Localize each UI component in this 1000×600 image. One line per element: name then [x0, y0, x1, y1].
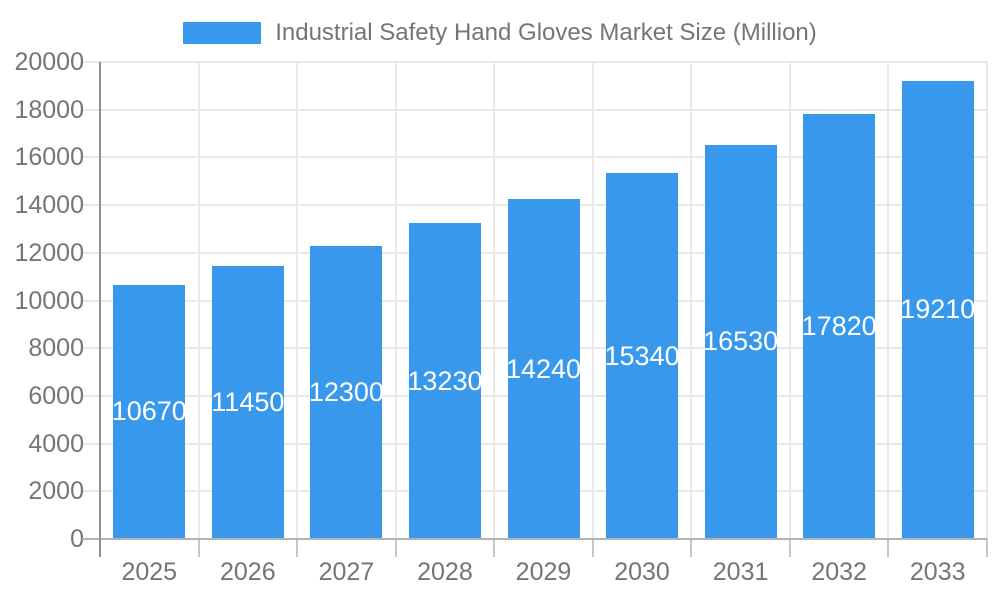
bar-2031: 16530 [703, 144, 779, 539]
plot-area: 10670 11450 12300 13230 14240 15340 16530 17820… [82, 61, 988, 557]
bar-2025: 10670 [111, 284, 187, 539]
x-tick [887, 539, 890, 557]
v-gridline [591, 62, 594, 539]
bar-2028: 13230 [407, 223, 483, 539]
legend[interactable]: Industrial Safety Hand Gloves Market Siz… [0, 19, 1000, 47]
y-tick-label: 14000 [14, 191, 84, 220]
bar-data-label: 12300 [308, 376, 384, 407]
bar-2027: 12300 [308, 245, 384, 539]
x-tick-label: 2026 [220, 558, 276, 586]
x-tick-label: 2025 [121, 558, 178, 586]
x-tick [296, 539, 299, 557]
h-gridline [82, 61, 987, 63]
h-gridline [82, 108, 987, 111]
y-tick-label: 6000 [28, 381, 84, 410]
bar-data-label: 16530 [703, 326, 779, 357]
v-gridline [887, 62, 890, 539]
bar-data-label: 19210 [900, 294, 976, 325]
bar-data-label: 13230 [407, 365, 483, 396]
legend-swatch-icon [183, 22, 262, 44]
x-tick-label: 2030 [614, 558, 670, 586]
v-gridline [197, 62, 200, 539]
bar-2030: 15340 [604, 173, 680, 539]
h-gridline [82, 156, 987, 159]
bar-data-label: 10670 [111, 396, 187, 427]
x-tick [493, 539, 496, 557]
x-tick [788, 539, 791, 557]
x-tick [197, 539, 200, 557]
y-tick-label: 10000 [14, 286, 84, 315]
bar-2033: 19210 [900, 80, 976, 539]
bar-2026: 11450 [211, 265, 285, 539]
y-tick-label: 2000 [28, 477, 84, 506]
x-tick-label: 2032 [811, 558, 867, 586]
v-gridline [493, 62, 496, 539]
y-tick-label: 12000 [14, 238, 84, 267]
y-tick-label: 8000 [28, 334, 84, 363]
v-gridline [296, 62, 299, 539]
x-tick [986, 539, 988, 557]
v-gridline [690, 62, 693, 539]
y-tick-label: 4000 [28, 429, 84, 458]
y-tick-label: 16000 [14, 143, 84, 172]
bar-data-label: 11450 [211, 386, 285, 417]
bar-data-label: 17820 [801, 311, 877, 341]
x-tick-label: 2027 [318, 558, 375, 586]
y-tick-label: 18000 [14, 95, 84, 124]
y-tick-label: 20000 [14, 48, 84, 76]
v-gridline [986, 62, 988, 539]
x-tick [591, 539, 594, 557]
bar-2032: 17820 [801, 114, 877, 539]
bar-2029: 14240 [505, 199, 582, 539]
y-tick-label: 0 [70, 525, 84, 553]
x-tick-label: 2033 [909, 558, 966, 586]
v-gridline [788, 62, 791, 539]
x-tick [394, 539, 397, 557]
legend-label: Industrial Safety Hand Gloves Market Siz… [275, 19, 817, 46]
x-tick-label: 2029 [515, 558, 572, 586]
bar-data-label: 15340 [604, 340, 680, 371]
bar-data-label: 14240 [505, 353, 582, 384]
x-tick [690, 539, 693, 557]
y-axis-line [99, 62, 101, 557]
x-axis-line [82, 538, 987, 540]
x-tick-label: 2028 [417, 558, 473, 586]
v-gridline [394, 62, 397, 539]
x-tick-label: 2031 [712, 558, 769, 586]
